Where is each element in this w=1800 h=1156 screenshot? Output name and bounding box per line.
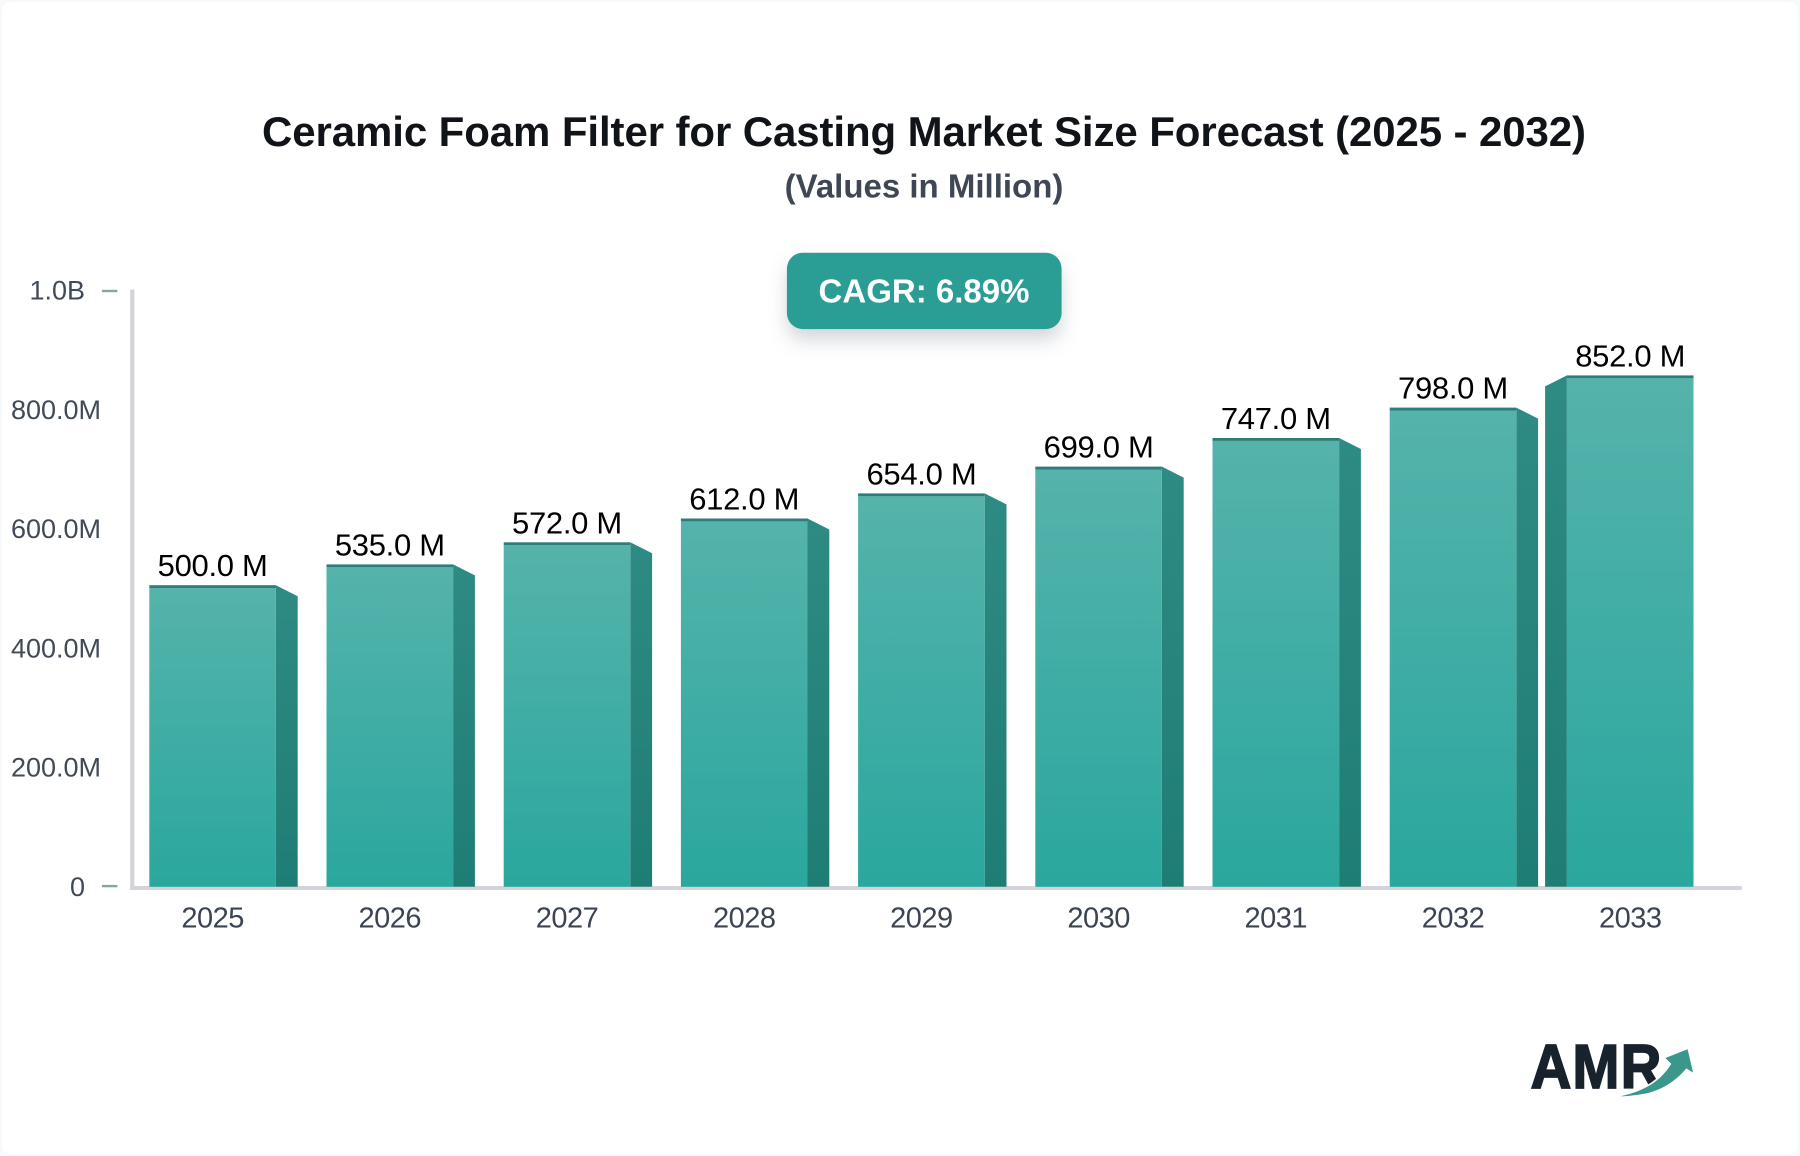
svg-text:654.0 M: 654.0 M xyxy=(866,456,976,491)
svg-text:600.0M: 600.0M xyxy=(11,514,101,544)
svg-text:CAGR: 6.89%: CAGR: 6.89% xyxy=(819,273,1030,310)
svg-text:2027: 2027 xyxy=(536,902,599,934)
svg-text:612.0 M: 612.0 M xyxy=(689,482,799,517)
svg-text:2030: 2030 xyxy=(1067,902,1130,934)
svg-text:699.0 M: 699.0 M xyxy=(1044,430,1154,465)
svg-text:798.0 M: 798.0 M xyxy=(1398,371,1508,406)
svg-text:2033: 2033 xyxy=(1599,902,1662,934)
svg-text:800.0M: 800.0M xyxy=(11,395,101,425)
svg-text:2029: 2029 xyxy=(890,902,953,934)
svg-text:AMR: AMR xyxy=(1531,1031,1663,1101)
svg-text:2031: 2031 xyxy=(1245,902,1308,934)
svg-text:2026: 2026 xyxy=(359,902,422,934)
svg-text:Ceramic Foam Filter for Castin: Ceramic Foam Filter for Casting Market S… xyxy=(262,108,1586,155)
svg-text:747.0 M: 747.0 M xyxy=(1221,401,1331,436)
svg-text:0: 0 xyxy=(70,872,85,902)
svg-text:572.0 M: 572.0 M xyxy=(512,505,622,540)
svg-text:1.0B: 1.0B xyxy=(29,276,85,306)
svg-text:200.0M: 200.0M xyxy=(11,753,101,783)
svg-text:(Values in Million): (Values in Million) xyxy=(785,167,1064,204)
svg-text:535.0 M: 535.0 M xyxy=(335,527,445,562)
svg-text:852.0 M: 852.0 M xyxy=(1575,338,1685,373)
svg-text:2025: 2025 xyxy=(181,902,244,934)
svg-text:2028: 2028 xyxy=(713,902,776,934)
svg-text:500.0 M: 500.0 M xyxy=(158,548,268,583)
svg-text:2032: 2032 xyxy=(1422,902,1485,934)
svg-text:400.0M: 400.0M xyxy=(11,633,101,663)
